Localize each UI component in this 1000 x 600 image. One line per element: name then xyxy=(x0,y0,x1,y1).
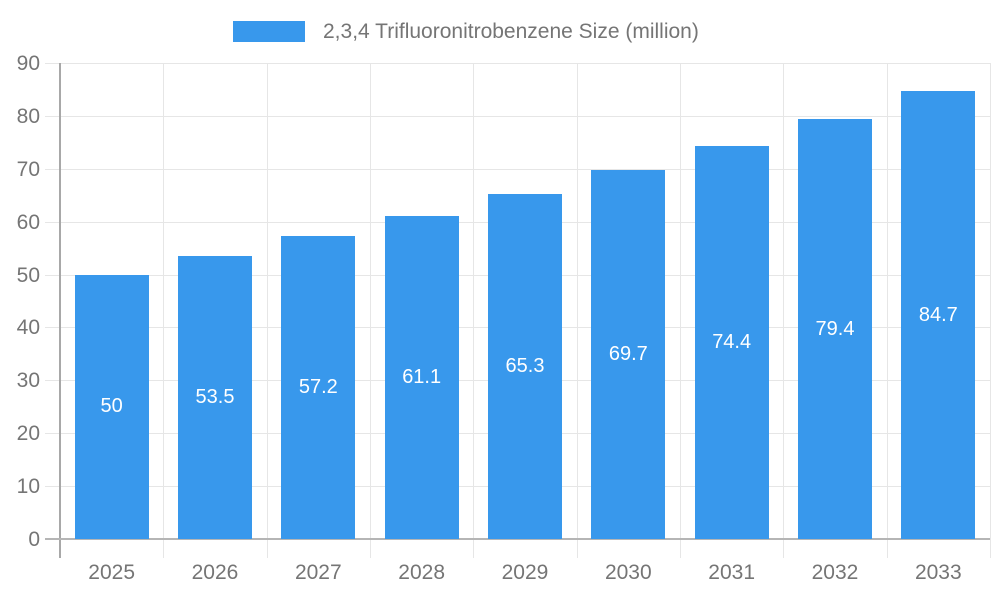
y-axis-tick-label: 60 xyxy=(16,210,40,234)
x-axis-tick-label: 2025 xyxy=(88,561,136,584)
bar[interactable]: 79.4 xyxy=(798,119,872,539)
y-axis-tick-label: 20 xyxy=(16,422,40,446)
y-axis-tick-label: 30 xyxy=(16,369,40,393)
bar-value-label: 84.7 xyxy=(918,303,958,326)
x-axis-tick-label: 2031 xyxy=(708,561,756,584)
y-axis-line xyxy=(59,63,61,558)
x-gridline xyxy=(370,63,371,558)
bar-value-label: 79.4 xyxy=(815,317,855,340)
y-axis-tick-label: 50 xyxy=(16,263,40,287)
x-axis-tick-label: 2029 xyxy=(501,561,549,584)
x-gridline xyxy=(990,63,991,558)
legend-swatch xyxy=(233,21,305,42)
x-gridline xyxy=(680,63,681,558)
x-gridline xyxy=(266,63,268,558)
bar-value-label: 65.3 xyxy=(505,354,545,377)
bar-value-label: 61.1 xyxy=(402,365,442,388)
x-gridline xyxy=(473,63,475,558)
x-axis-tick-label: 2032 xyxy=(811,561,859,584)
legend-label: 2,3,4 Trifluoronitrobenzene Size (millio… xyxy=(323,20,699,43)
x-axis-tick-label: 2030 xyxy=(604,561,652,584)
bar[interactable]: 84.7 xyxy=(901,91,976,539)
y-axis-tick-label: 80 xyxy=(16,104,40,128)
bar-value-label: 53.5 xyxy=(195,386,235,408)
x-axis-tick-label: 2028 xyxy=(398,561,446,584)
bar[interactable]: 65.3 xyxy=(488,193,562,539)
bar-value-label: 57.2 xyxy=(298,376,338,399)
x-axis-tick-label: 2027 xyxy=(294,561,342,584)
bar-value-label: 74.4 xyxy=(712,330,752,353)
x-axis-tick-label: 2026 xyxy=(191,561,239,584)
bar-value-label: 50 xyxy=(100,395,123,418)
bar-value-label: 69.7 xyxy=(608,343,648,366)
y-axis-tick-label: 10 xyxy=(16,475,40,499)
bar[interactable]: 69.7 xyxy=(591,170,666,539)
x-gridline xyxy=(576,63,578,558)
y-gridline xyxy=(45,115,990,117)
y-gridline xyxy=(45,63,990,64)
bar[interactable]: 53.5 xyxy=(178,256,252,539)
bar[interactable]: 74.4 xyxy=(694,145,769,539)
x-axis-line xyxy=(45,538,990,540)
y-axis-tick-label: 90 xyxy=(16,52,40,75)
bar[interactable]: 61.1 xyxy=(384,215,459,539)
y-axis-tick-label: 0 xyxy=(28,528,40,551)
bar[interactable]: 50 xyxy=(74,274,149,539)
bar[interactable]: 57.2 xyxy=(281,236,356,539)
y-axis-tick-label: 70 xyxy=(16,157,40,181)
x-gridline xyxy=(886,63,888,558)
y-gridline xyxy=(45,168,990,170)
x-gridline xyxy=(783,63,785,558)
y-axis-tick-label: 40 xyxy=(16,316,40,340)
x-gridline xyxy=(163,63,165,558)
x-axis-tick-label: 2033 xyxy=(914,561,962,584)
